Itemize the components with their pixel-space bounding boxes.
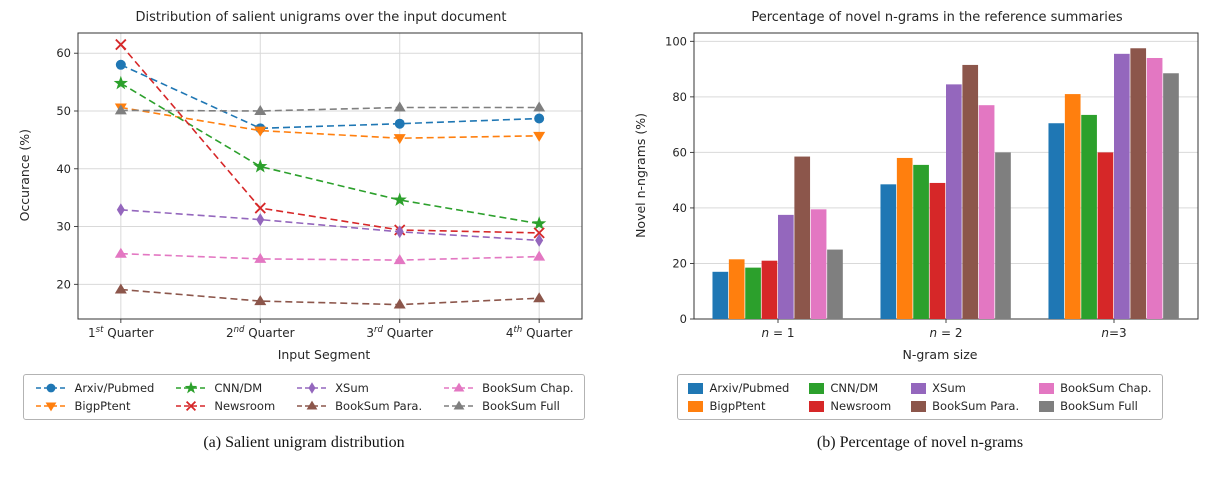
legend-marker-x-icon	[176, 400, 207, 412]
legend-swatch-icon	[688, 400, 704, 412]
legend-item: BookSum Para.	[295, 399, 422, 413]
legend-label: Arxiv/Pubmed	[74, 381, 155, 395]
legend-item: Arxiv/Pubmed	[34, 381, 154, 395]
legend-item: BookSum Chap.	[442, 381, 574, 395]
svg-text:40: 40	[672, 201, 687, 215]
legend-label: BookSum Full	[1060, 399, 1138, 413]
legend-swatch-icon	[688, 382, 704, 394]
legend-item: Newsroom	[809, 399, 891, 413]
svg-text:1st Quarter: 1st Quarter	[88, 325, 154, 340]
legend-marker-circle-icon	[36, 383, 67, 393]
legend-swatch-icon	[911, 382, 927, 394]
bar-chart-y-axis-label: Novel n-ngrams (%)	[632, 112, 648, 238]
bar-chart-x-axis-label: N-gram size	[902, 347, 978, 362]
legend-swatch-icon	[911, 400, 927, 412]
legend-swatch-icon	[809, 400, 825, 412]
legend-item: XSum	[911, 381, 1019, 395]
legend-label: XSum	[932, 381, 966, 395]
legend-marker-triangle-down-icon	[36, 402, 67, 412]
svg-text:30: 30	[56, 220, 71, 234]
line-chart-area: Occurance (%) 20 30 40 50 60 1st Quarter 2nd Q…	[17, 27, 592, 349]
figure-salient-unigrams: Distribution of salient unigrams over th…	[4, 4, 604, 496]
legend-item: Arxiv/Pubmed	[688, 381, 789, 395]
svg-text:2nd Quarter: 2nd Quarter	[225, 325, 294, 340]
legend-item: BigpPtent	[688, 399, 789, 413]
bar-chart-plot: 0 20 40 60 80 100 n = 1 n = 2 n=3	[665, 32, 1198, 340]
legend-item: XSum	[295, 381, 422, 395]
legend-label: Newsroom	[830, 399, 892, 413]
svg-text:100: 100	[665, 34, 687, 48]
svg-text:60: 60	[672, 145, 687, 159]
caption-b: (b) Percentage of novel n-grams	[816, 434, 1024, 451]
line-chart-title: Distribution of salient unigrams over th…	[135, 10, 507, 25]
legend-item: CNN/DM	[809, 381, 891, 395]
line-chart-x-axis-label: Input Segment	[277, 347, 371, 362]
legend-item: BookSum Full	[442, 399, 573, 413]
svg-text:40: 40	[56, 162, 71, 176]
svg-text:n = 2: n = 2	[929, 326, 962, 340]
figure-novel-ngrams: Percentage of novel n-grams in the refer…	[620, 4, 1220, 496]
legend-item: BigpPtent	[34, 399, 154, 413]
legend-label: BookSum Para.	[932, 399, 1020, 413]
legend-label: CNN/DM	[830, 381, 879, 395]
caption-a: (a) Salient unigram distribution	[203, 434, 405, 451]
svg-text:3rd Quarter: 3rd Quarter	[366, 325, 433, 340]
legend-item: CNN/DM	[174, 381, 275, 395]
svg-text:20: 20	[672, 256, 687, 270]
legend-marker-diamond-icon	[297, 382, 328, 394]
legend-label: BookSum Para.	[335, 399, 423, 413]
bar-chart-title: Percentage of novel n-grams in the refer…	[751, 10, 1123, 25]
legend-marker-triangle-up-icon	[444, 382, 475, 392]
legend-label: Arxiv/Pubmed	[709, 381, 790, 395]
svg-text:20: 20	[56, 277, 71, 291]
legend-item: BookSum Para.	[911, 399, 1019, 413]
legend-label: BookSum Chap.	[1060, 381, 1152, 395]
legend-marker-triangle-up-icon	[444, 400, 475, 410]
line-chart-legend: Arxiv/Pubmed BigpPtent CNN/DM Newsroom XSum B…	[23, 374, 585, 420]
legend-item: Newsroom	[174, 399, 275, 413]
legend-label: BigpPtent	[74, 399, 131, 413]
legend-label: CNN/DM	[214, 381, 263, 395]
legend-swatch-icon	[809, 382, 825, 394]
svg-text:0: 0	[679, 312, 686, 326]
legend-label: BigpPtent	[709, 399, 766, 413]
legend-swatch-icon	[1039, 400, 1055, 412]
legend-item: BookSum Full	[1039, 399, 1151, 413]
legend-label: Newsroom	[214, 399, 276, 413]
legend-label: XSum	[335, 381, 369, 395]
svg-text:n=3: n=3	[1101, 326, 1126, 340]
svg-text:80: 80	[672, 90, 687, 104]
bar-chart-legend: Arxiv/Pubmed BigpPtent CNN/DM Newsroom XSum B…	[677, 374, 1163, 420]
legend-marker-star-icon	[176, 381, 207, 394]
line-chart-plot: 20 30 40 50 60 1st Quarter 2nd Quarter 3rd Quar…	[56, 32, 582, 340]
svg-text:n = 1: n = 1	[761, 326, 794, 340]
svg-text:60: 60	[56, 46, 71, 60]
legend-swatch-icon	[1039, 382, 1055, 394]
svg-text:50: 50	[56, 104, 71, 118]
bar-chart-area: Novel n-ngrams (%) 0 20 40 60 80 100 n = 1 n = …	[633, 27, 1208, 349]
legend-item: BookSum Chap.	[1039, 381, 1152, 395]
legend-label: BookSum Full	[482, 399, 560, 413]
svg-text:4th Quarter: 4th Quarter	[505, 325, 572, 340]
line-chart-y-axis-label: Occurance (%)	[16, 128, 32, 222]
legend-label: BookSum Chap.	[482, 381, 574, 395]
legend-marker-triangle-up-icon	[297, 400, 328, 410]
